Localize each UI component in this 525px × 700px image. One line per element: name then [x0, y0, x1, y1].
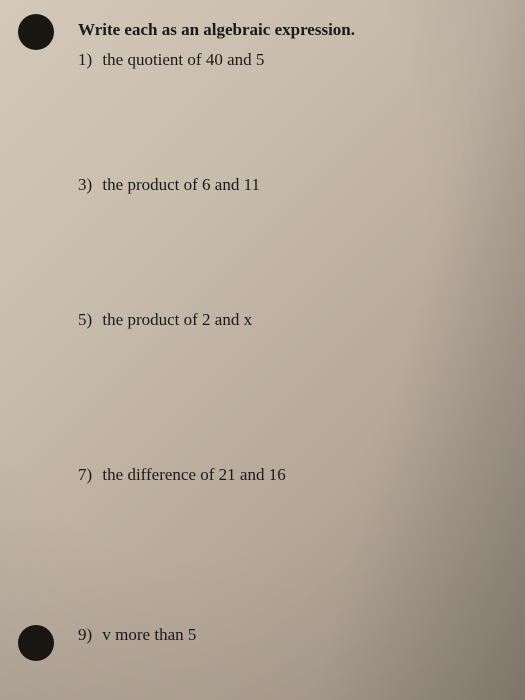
problem-number: 3) [78, 175, 92, 195]
problem-item: 7) the difference of 21 and 16 [78, 465, 286, 485]
problem-number: 9) [78, 625, 92, 645]
problem-item: 3) the product of 6 and 11 [78, 175, 260, 195]
problem-text: the product of 6 and 11 [102, 175, 260, 194]
problem-text: v more than 5 [102, 625, 196, 644]
problem-number: 5) [78, 310, 92, 330]
lighting-shadow [0, 0, 525, 700]
problem-item: 1) the quotient of 40 and 5 [78, 50, 264, 70]
problem-item: 9) v more than 5 [78, 625, 196, 645]
problem-number: 1) [78, 50, 92, 70]
problem-text: the difference of 21 and 16 [102, 465, 285, 484]
problem-item: 5) the product of 2 and x [78, 310, 252, 330]
worksheet-page: Write each as an algebraic expression. 1… [0, 0, 525, 700]
lighting-vignette [0, 0, 525, 700]
punch-hole-bottom [18, 625, 54, 661]
problem-text: the quotient of 40 and 5 [102, 50, 264, 69]
worksheet-title: Write each as an algebraic expression. [78, 20, 495, 40]
problem-text: the product of 2 and x [102, 310, 252, 329]
punch-hole-top [18, 14, 54, 50]
problem-number: 7) [78, 465, 92, 485]
